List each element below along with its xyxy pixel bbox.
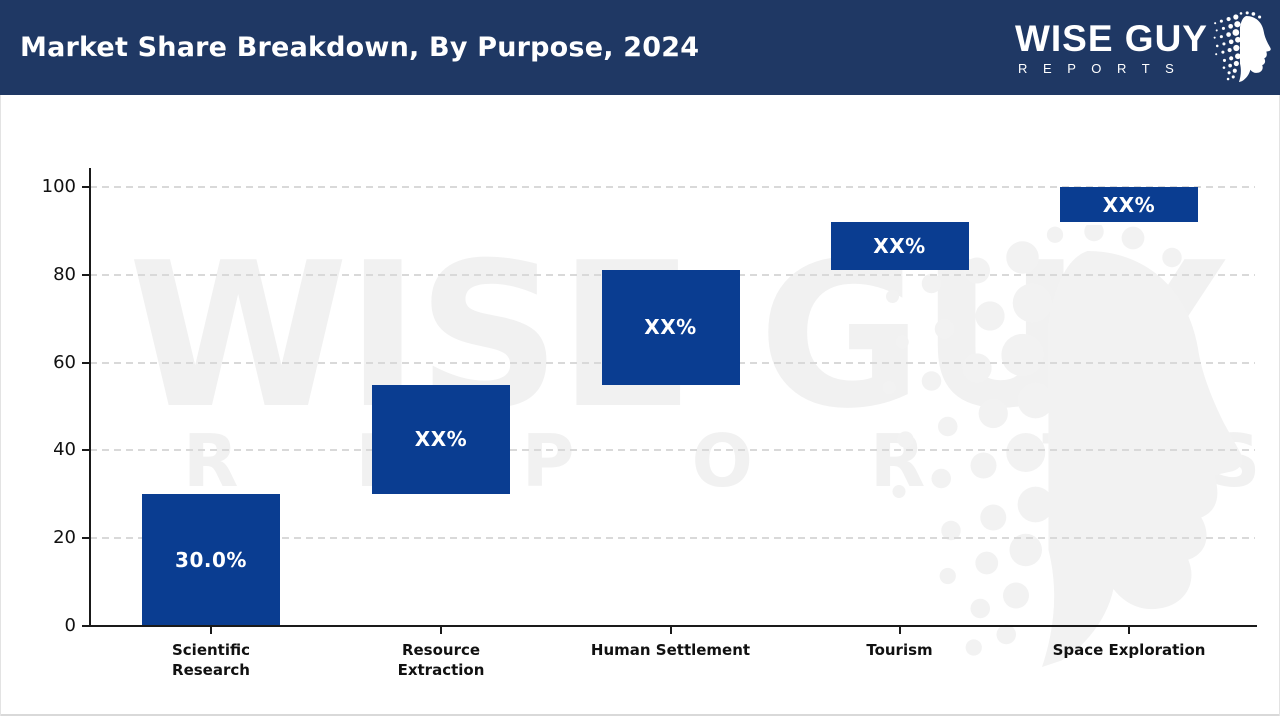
logo-wordmark-sub: R E P O R T S [1017, 60, 1180, 76]
gridline [90, 449, 1255, 452]
header-bar: Market Share Breakdown, By Purpose, 2024… [0, 0, 1280, 95]
y-tick-mark [82, 449, 90, 452]
plot-area: 0 20 40 60 80 100 30.0% Scientific Research XX% Re… [0, 95, 1280, 720]
bar-value-label: XX% [873, 234, 926, 259]
bar: XX% [830, 222, 969, 271]
x-tick-mark [898, 627, 901, 634]
x-tick-label-line: Research [172, 661, 250, 679]
x-tick-mark [1128, 627, 1130, 634]
x-tick-label: Tourism [785, 640, 1015, 660]
page-title: Market Share Breakdown, By Purpose, 2024 [20, 32, 700, 63]
y-tick-mark [82, 361, 90, 364]
x-tick-label-line: Scientific [171, 641, 250, 659]
y-tick-label: 40 [53, 439, 76, 461]
y-axis-line [89, 168, 91, 627]
y-tick-label: 0 [64, 615, 76, 636]
bar: XX% [1060, 187, 1198, 223]
x-tick-label: Scientific Research [96, 640, 326, 680]
y-tick-mark [82, 537, 90, 540]
y-tick-mark [82, 625, 90, 627]
left-border-line [0, 95, 1, 716]
bar-value-label: 30.0% [175, 548, 247, 573]
bar-value-label: XX% [414, 427, 468, 452]
x-tick-label: Resource Extraction [326, 640, 556, 680]
x-tick-mark [440, 627, 442, 634]
bar: 30.0% [142, 494, 280, 626]
y-tick-label: 60 [53, 351, 76, 373]
x-tick-label-line: Resource [401, 641, 481, 659]
y-tick-mark [82, 273, 90, 276]
chart-area: WISE GUY R E P O R T S 0 20 40 60 80 100 30.0%… [0, 95, 1280, 720]
gridline [90, 186, 1255, 188]
bar-value-label: XX% [1102, 192, 1156, 217]
x-axis-line [89, 625, 1257, 627]
bar: XX% [372, 384, 510, 495]
logo-wordmark-main: WISE GUY [1014, 17, 1208, 59]
y-tick-mark [82, 186, 90, 188]
bar: XX% [601, 270, 740, 385]
x-tick-label-line: Space Exploration [1052, 641, 1206, 659]
x-tick-label-line: Human Settlement [590, 641, 751, 659]
x-tick-label-line: Tourism [866, 641, 933, 659]
y-tick-label: 20 [53, 527, 76, 549]
x-tick-label: Human Settlement [556, 640, 786, 660]
logo-face-icon [1213, 10, 1271, 82]
y-tick-label: 100 [41, 176, 76, 197]
y-tick-label: 80 [53, 263, 76, 285]
x-tick-label-line: Extraction [397, 661, 485, 679]
bottom-border-line [0, 714, 1280, 716]
brand-logo: WISE GUY R E P O R T S [1015, 10, 1272, 86]
logo-wordmark: WISE GUY R E P O R T S [1015, 20, 1208, 76]
bar-value-label: XX% [644, 315, 697, 340]
x-tick-mark [210, 627, 212, 634]
x-tick-mark [669, 627, 672, 634]
gridline [90, 537, 1255, 540]
x-tick-label: Space Exploration [1014, 640, 1244, 660]
